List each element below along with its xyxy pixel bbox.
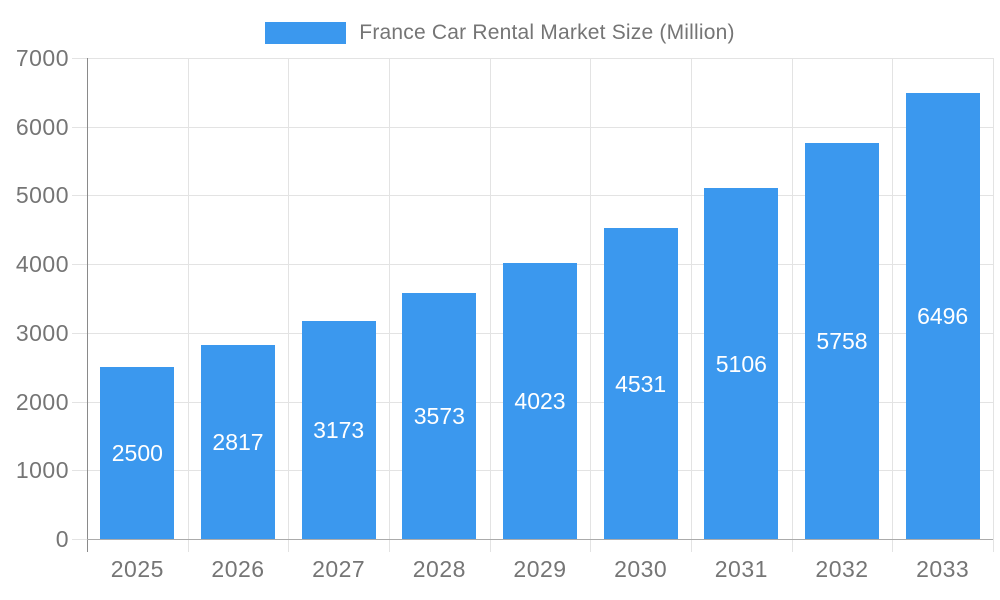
y-axis-tick-label: 7000 bbox=[15, 45, 69, 71]
y-axis-tick bbox=[72, 332, 87, 334]
x-axis-tick-label: 2031 bbox=[714, 556, 768, 582]
bar-value-label: 3573 bbox=[413, 403, 465, 429]
legend-swatch bbox=[265, 22, 347, 44]
x-axis-tick-label: 2032 bbox=[815, 556, 869, 582]
bar-value-label: 2500 bbox=[111, 440, 163, 466]
legend[interactable]: France Car Rental Market Size (Million) bbox=[0, 20, 1000, 46]
gridline-x bbox=[389, 58, 390, 552]
bar[interactable]: 3573 bbox=[402, 293, 477, 539]
x-axis-line bbox=[87, 539, 993, 540]
y-axis-tick bbox=[72, 195, 87, 197]
gridline-x bbox=[187, 58, 189, 552]
x-axis-tick-label: 2027 bbox=[312, 556, 366, 582]
y-axis-tick-label: 1000 bbox=[15, 457, 69, 484]
bar[interactable]: 4531 bbox=[603, 228, 678, 539]
y-axis-tick-label: 0 bbox=[55, 526, 69, 552]
y-axis-tick-label: 3000 bbox=[15, 319, 69, 346]
x-axis-tick-label: 2028 bbox=[412, 556, 466, 582]
bar[interactable]: 6496 bbox=[905, 93, 980, 539]
bar[interactable]: 5758 bbox=[805, 143, 879, 539]
bar-value-label: 5106 bbox=[715, 350, 767, 377]
bar-value-label: 4531 bbox=[615, 370, 667, 397]
bar[interactable]: 2817 bbox=[201, 345, 275, 539]
x-axis-tick-label: 2026 bbox=[211, 556, 265, 582]
bar-value-label: 6496 bbox=[917, 303, 969, 329]
y-axis-line bbox=[87, 58, 88, 552]
y-axis-tick bbox=[72, 539, 87, 540]
gridline-x bbox=[892, 58, 894, 552]
gridline-y bbox=[87, 126, 993, 128]
y-axis-tick bbox=[72, 58, 87, 59]
bar-value-label: 5758 bbox=[816, 328, 868, 354]
bar[interactable]: 2500 bbox=[100, 367, 175, 539]
x-axis-tick-label: 2029 bbox=[513, 556, 567, 582]
bar-value-label: 4023 bbox=[514, 388, 566, 414]
gridline-x bbox=[590, 58, 592, 552]
bar-value-label: 2817 bbox=[212, 429, 264, 455]
y-axis-tick-label: 5000 bbox=[15, 182, 69, 209]
x-axis-tick-label: 2033 bbox=[916, 556, 970, 582]
y-axis-tick bbox=[72, 470, 87, 472]
legend-label: France Car Rental Market Size (Million) bbox=[359, 21, 735, 44]
y-axis-tick-label: 6000 bbox=[15, 113, 69, 140]
bar[interactable]: 3173 bbox=[301, 321, 376, 539]
x-axis-tick-label: 2025 bbox=[110, 556, 164, 582]
bar-value-label: 3173 bbox=[313, 417, 365, 443]
gridline-x bbox=[691, 58, 692, 552]
gridline-y bbox=[87, 58, 993, 59]
y-axis-tick bbox=[72, 126, 87, 128]
gridline-x bbox=[791, 58, 793, 552]
y-axis-tick bbox=[72, 401, 87, 403]
x-axis-tick-label: 2030 bbox=[614, 556, 668, 582]
gridline-x bbox=[489, 58, 491, 552]
bar[interactable]: 4023 bbox=[503, 263, 577, 539]
gridline-x bbox=[288, 58, 290, 552]
y-axis-tick bbox=[72, 264, 87, 266]
y-axis-tick-label: 2000 bbox=[15, 388, 69, 415]
y-axis-tick-label: 4000 bbox=[15, 251, 69, 278]
gridline-y bbox=[87, 195, 993, 197]
bar[interactable]: 5106 bbox=[704, 188, 779, 539]
gridline-x bbox=[993, 58, 994, 552]
